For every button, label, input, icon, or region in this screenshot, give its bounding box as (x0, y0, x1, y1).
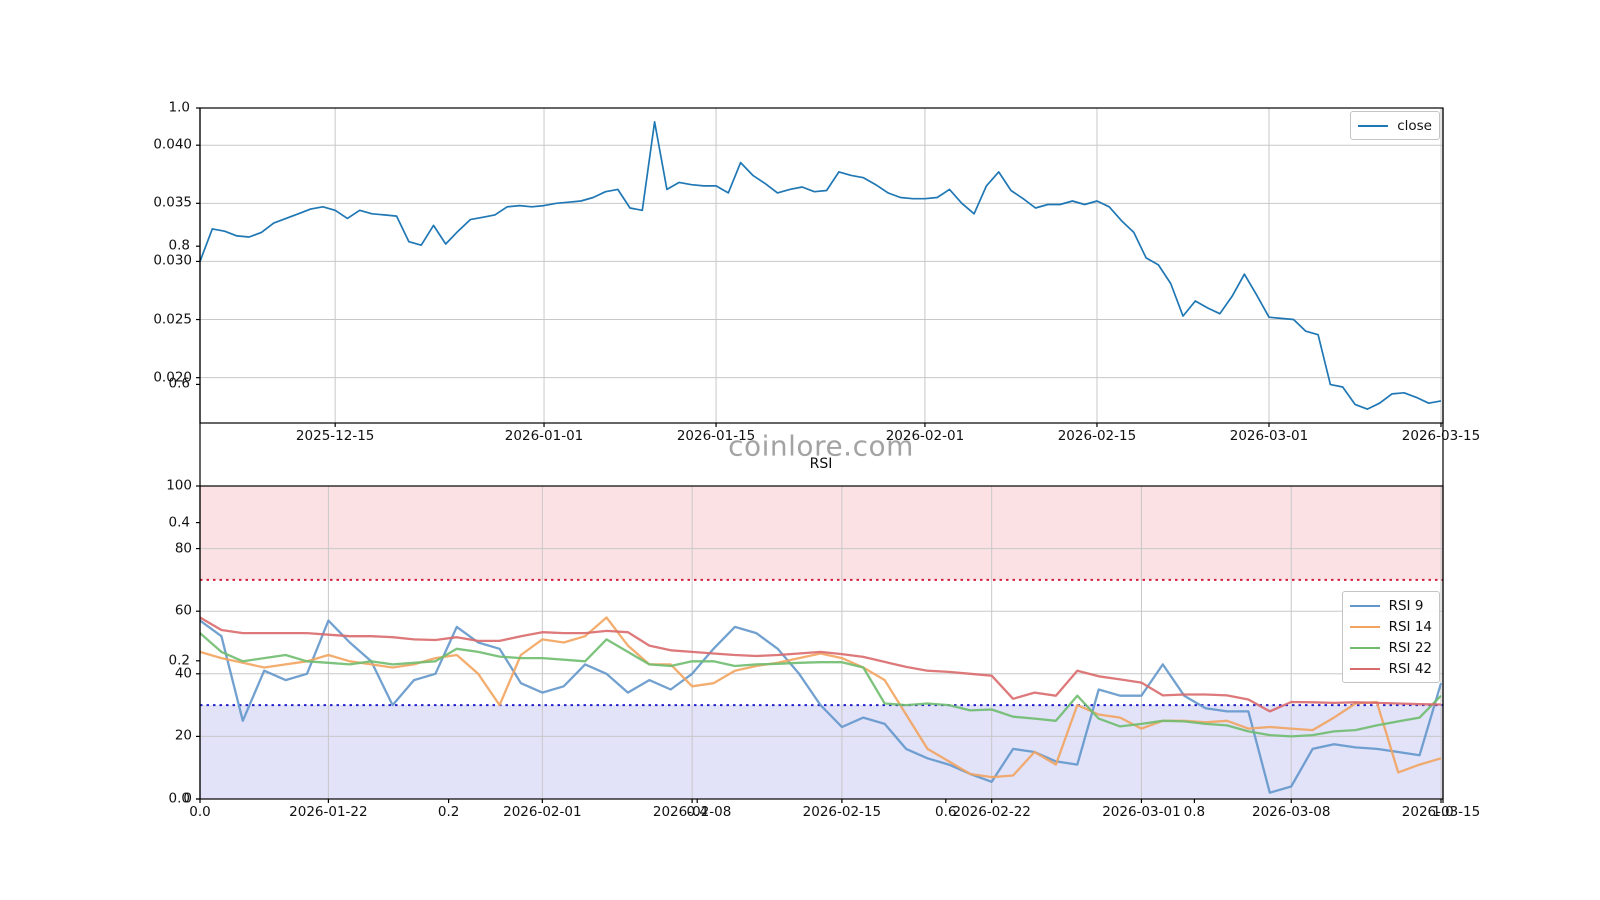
price-x-tick-label: 2026-02-15 (1057, 428, 1137, 444)
price-y-tick-label: 0.025 (153, 310, 192, 327)
legend-line-sample (1358, 124, 1389, 127)
legend-item: RSI 22 (1349, 637, 1432, 658)
rsi-y-tick-label: 100 (166, 477, 192, 494)
overlay-x-tick-label: 0.6 (935, 804, 957, 820)
price-y-tick-label: 0.035 (153, 194, 192, 211)
rsi-x-tick-label: 2026-01-22 (289, 804, 368, 820)
price-x-tick-label: 2026-01-01 (504, 428, 584, 444)
legend-line-sample (1349, 667, 1380, 670)
legend-item: close (1358, 115, 1432, 136)
rsi-y-tick-label: 0 (183, 790, 192, 807)
rsi-x-tick-label: 2026-02-22 (952, 804, 1031, 820)
overlay-x-tick-label: 0.2 (437, 804, 460, 820)
rsi-y-tick-label: 40 (174, 665, 192, 682)
price-x-tick-label: 2025-12-15 (295, 428, 375, 444)
legend-item: RSI 14 (1349, 616, 1432, 637)
overlay-x-tick-label: 0.8 (1183, 804, 1206, 820)
overlay-y-tick-label: 0.6 (168, 375, 190, 392)
legend-label: close (1397, 117, 1432, 134)
price-y-tick-label: 0.030 (153, 252, 192, 269)
legend-label: RSI 14 (1388, 618, 1432, 635)
rsi-x-tick-label: 2026-03-08 (1251, 804, 1331, 820)
rsi-x-tick-label: 2026-02-01 (503, 804, 582, 820)
legend-item: RSI 42 (1349, 658, 1432, 679)
overlay-x-tick-label: 0.0 (189, 804, 211, 820)
price-y-tick-label: 0.020 (153, 368, 192, 385)
rsi-y-tick-label: 20 (174, 727, 192, 744)
rsi-x-tick-label: 2026-02-15 (802, 804, 882, 820)
overlay-y-tick-label: 0.4 (168, 513, 190, 530)
legend-label: RSI 9 (1388, 597, 1424, 614)
overlay-y-tick-label: 1.0 (168, 99, 190, 116)
legend-line-sample (1349, 604, 1380, 607)
price-x-tick-label: 2026-03-15 (1401, 428, 1481, 444)
legend-line-sample (1349, 625, 1380, 628)
legend-item: RSI 9 (1349, 595, 1432, 616)
overlay-x-tick-label: 1.0 (1432, 804, 1454, 820)
watermark: coinlore.com (728, 429, 914, 463)
rsi-x-tick-label: 2026-03-01 (1102, 804, 1181, 820)
overlay-x-tick-label: 0.4 (686, 804, 708, 820)
price-x-tick-label: 2026-01-15 (676, 428, 756, 444)
price-y-tick-label: 0.040 (153, 136, 192, 153)
legend-line-sample (1349, 646, 1380, 649)
price-x-tick-label: 2026-03-01 (1229, 428, 1309, 444)
price-legend: close (1350, 111, 1440, 140)
overlay-y-tick-label: 0.2 (168, 652, 190, 669)
overlay-y-tick-label: 0.0 (168, 790, 190, 807)
rsi-chart-title: RSI (809, 456, 833, 472)
price-x-tick-label: 2026-02-01 (885, 428, 965, 444)
legend-label: RSI 42 (1388, 660, 1432, 677)
overlay-y-tick-label: 0.8 (168, 237, 190, 254)
rsi-x-tick-label: 2026-03-15 (1401, 804, 1481, 820)
rsi-legend: RSI 9 RSI 14 RSI 22 RSI 42 (1341, 591, 1440, 683)
legend-label: RSI 22 (1388, 639, 1432, 656)
rsi-x-tick-label: 2026-02-08 (652, 804, 732, 820)
rsi-y-tick-label: 80 (174, 539, 192, 556)
rsi-y-tick-label: 60 (174, 602, 192, 619)
